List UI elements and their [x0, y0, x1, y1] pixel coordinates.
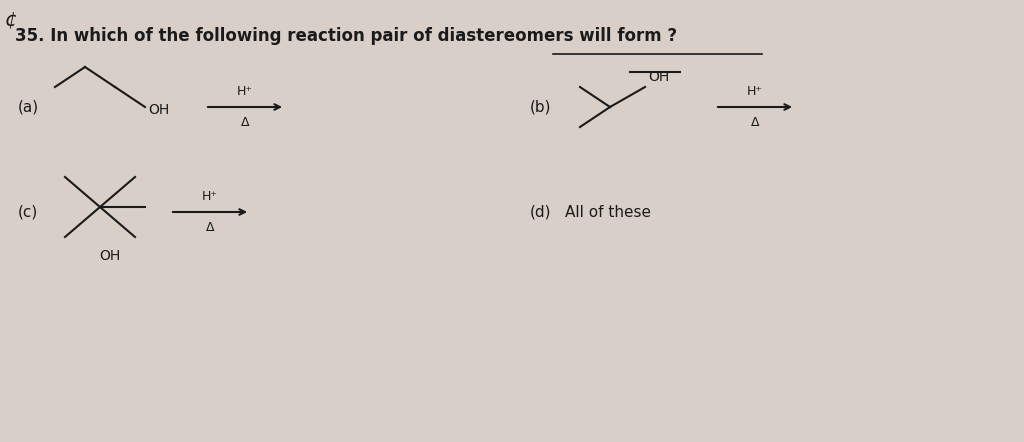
Text: Δ: Δ	[751, 116, 759, 129]
Text: 35. In which of the following reaction pair of diastereomers will form ?: 35. In which of the following reaction p…	[15, 27, 677, 45]
Text: ¢: ¢	[5, 10, 17, 29]
Text: OH: OH	[99, 249, 121, 263]
Text: (b): (b)	[530, 99, 552, 114]
Text: H⁺: H⁺	[237, 85, 253, 98]
Text: (d): (d)	[530, 205, 552, 220]
Text: Δ: Δ	[206, 221, 214, 234]
Text: (c): (c)	[18, 205, 38, 220]
Text: H⁺: H⁺	[746, 85, 763, 98]
Text: H⁺: H⁺	[202, 190, 218, 203]
Text: Δ: Δ	[241, 116, 249, 129]
Text: (a): (a)	[18, 99, 39, 114]
Text: OH: OH	[148, 103, 169, 117]
Text: OH: OH	[648, 70, 670, 84]
Text: All of these: All of these	[565, 205, 651, 220]
